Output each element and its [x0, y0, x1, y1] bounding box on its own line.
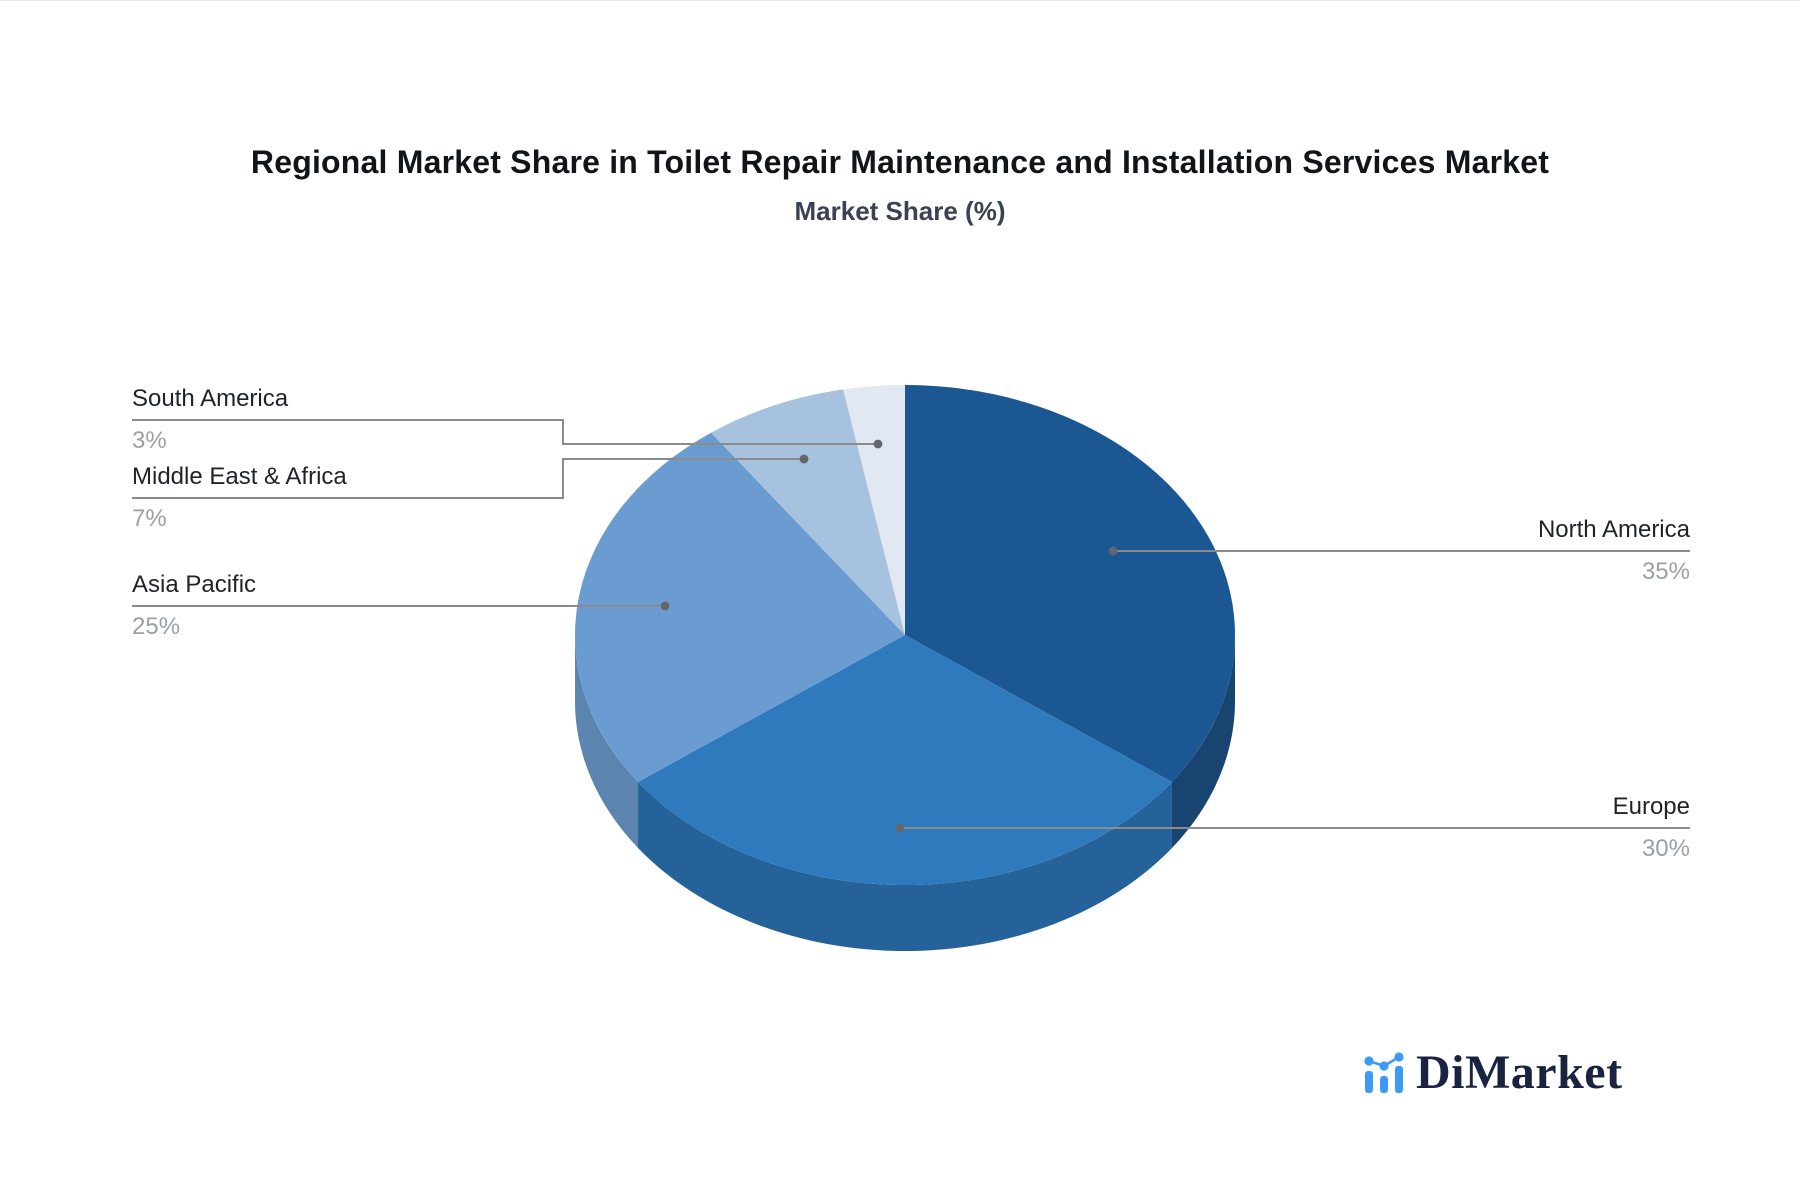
slice-label-value: 3% — [132, 427, 167, 454]
dimarket-logo: DiMarket — [1362, 1043, 1623, 1099]
slice-label-name: South America — [132, 385, 289, 412]
chart-subtitle: Market Share (%) — [794, 196, 1006, 226]
label-connector-dot-north-america — [1108, 546, 1118, 556]
slice-label-name: Europe — [1612, 793, 1690, 820]
pie-slice-south-america — [843, 385, 905, 635]
label-connector-dot-asia-pacific — [660, 601, 670, 611]
label-connector-south-america — [132, 419, 878, 445]
slice-label-value: 35% — [1641, 558, 1690, 585]
pie-side-asia-pacific — [575, 635, 639, 848]
pie-slice-europe — [638, 635, 1172, 885]
slice-label-value: 25% — [132, 613, 181, 640]
slice-label-value: 7% — [132, 505, 167, 532]
label-connector-dot-south-america — [873, 439, 883, 449]
slice-label-name: Middle East & Africa — [132, 463, 347, 490]
slice-label-value: 30% — [1641, 835, 1690, 862]
slice-label-europe: Europe 30% — [1613, 790, 1690, 866]
slice-label-north-america: North America 35% — [1538, 513, 1690, 589]
label-connector-dot-europe — [895, 823, 905, 833]
pie-side-europe — [638, 781, 1172, 951]
slice-label-asia-pacific: Asia Pacific 25% — [132, 568, 256, 644]
pie-slice-middle-east-africa — [711, 389, 905, 635]
slice-label-middle-east-africa: Middle East & Africa 7% — [132, 460, 347, 536]
label-connector-dot-middle-east-africa — [799, 454, 809, 464]
pie-slice-asia-pacific — [575, 432, 905, 782]
dimarket-logo-text: DiMarket — [1416, 1046, 1623, 1099]
slice-label-name: Asia Pacific — [132, 571, 257, 598]
slice-label-name: North America — [1537, 516, 1690, 543]
chart-title: Regional Market Share in Toilet Repair M… — [250, 144, 1550, 180]
label-connector-middle-east-africa — [132, 458, 804, 499]
pie-side-north-america — [1171, 635, 1235, 848]
pie-slice-north-america — [905, 385, 1235, 782]
slice-label-south-america: South America 3% — [132, 382, 288, 458]
dimarket-logo-icon — [1364, 1052, 1404, 1093]
